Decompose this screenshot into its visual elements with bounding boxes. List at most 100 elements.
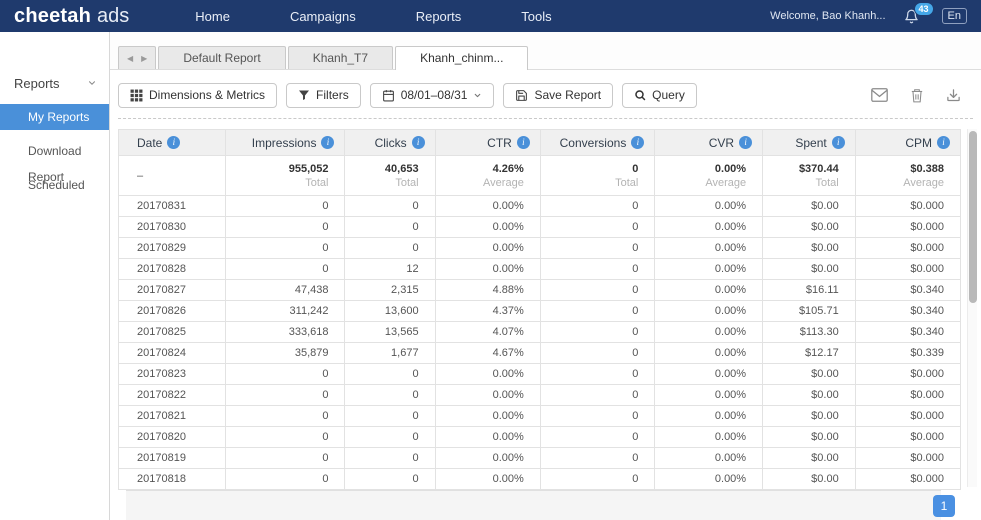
table-row: 20170827 47,438 2,315 4.88% 0 0.00% $16.11 $0.3… (118, 279, 962, 301)
value-cell: 0 (224, 426, 346, 448)
column-header-date: Date i (118, 129, 226, 156)
info-icon[interactable]: i (321, 136, 335, 149)
nav-item-home[interactable]: Home (195, 8, 230, 24)
email-report-button[interactable] (871, 88, 888, 102)
value-cell: $0.000 (854, 426, 962, 448)
tab-khanh-t7[interactable]: Khanh_T7 (287, 46, 394, 69)
save-report-label: Save Report (534, 88, 602, 102)
welcome-user-label[interactable]: Welcome, Bao Khanh... (770, 10, 886, 22)
value-cell: 2,315 (344, 279, 436, 301)
summary-caption: Average (903, 176, 944, 189)
table-row: 20170831 0 0 0.00% 0 0.00% $0.00 $0.000 (118, 195, 962, 217)
notifications-button[interactable]: 43 (904, 2, 934, 26)
value-cell: 0 (344, 195, 436, 217)
tab-default-report[interactable]: Default Report (158, 46, 286, 69)
value-cell: 0.00% (654, 216, 764, 238)
summary-caption: Average (705, 176, 747, 189)
tab-scroll-left-icon[interactable]: ◀ (127, 53, 134, 63)
tab-khanh-chinm[interactable]: Khanh_chinm... (395, 46, 529, 70)
value-cell: 0 (344, 468, 436, 490)
tab-scroll-right-icon[interactable]: ▶ (141, 53, 148, 63)
download-report-button[interactable] (946, 88, 961, 103)
value-cell: 0 (539, 279, 656, 301)
value-cell: 0.00% (654, 258, 764, 280)
column-header-spent: Spent i (762, 129, 856, 156)
value-cell: 0.00% (434, 258, 541, 280)
date-cell: 20170831 (118, 195, 226, 217)
tab-scroll-arrows[interactable]: ◀ ▶ (118, 46, 157, 69)
grid-icon (130, 89, 143, 101)
value-cell: 0 (539, 216, 656, 238)
value-cell: 0 (539, 321, 656, 343)
table-scrollbar-track[interactable] (967, 129, 977, 487)
value-cell: 0 (539, 258, 656, 280)
sidebar-item-scheduled[interactable]: Scheduled (28, 178, 85, 192)
info-icon[interactable]: i (516, 136, 530, 149)
brand-logo[interactable]: cheetah ads (14, 5, 129, 28)
column-header-cvr: CVR i (654, 129, 764, 156)
table-row: 20170829 0 0 0.00% 0 0.00% $0.00 $0.000 (118, 237, 962, 259)
summary-caption: Total (815, 176, 839, 189)
value-cell: 0 (224, 384, 346, 406)
delete-report-button[interactable] (910, 88, 924, 103)
info-icon[interactable]: i (631, 136, 645, 149)
value-cell: 4.07% (434, 321, 541, 343)
nav-item-tools[interactable]: Tools (521, 8, 552, 24)
summary-cell: 4.26% Average (434, 155, 541, 196)
value-cell: $0.000 (854, 237, 962, 259)
value-cell: 0 (539, 468, 656, 490)
nav-item-reports[interactable]: Reports (415, 8, 462, 24)
date-cell: 20170824 (118, 342, 226, 364)
value-cell: 333,618 (224, 321, 346, 343)
sidebar-item-my-reports[interactable]: My Reports (0, 104, 109, 130)
language-selector[interactable]: En (941, 8, 967, 24)
value-cell: $0.00 (762, 216, 856, 238)
query-label: Query (652, 88, 685, 102)
value-cell: 0 (539, 384, 656, 406)
sidebar-group-reports[interactable]: Reports (0, 70, 109, 96)
filters-button[interactable]: Filters (286, 82, 361, 108)
pagination-page-1-button[interactable]: 1 (933, 495, 955, 517)
chevron-down-icon (475, 93, 481, 97)
table-scrollbar-thumb[interactable] (969, 131, 977, 303)
summary-value: 0 (632, 162, 639, 175)
summary-value: $0.388 (910, 162, 944, 175)
sidebar-item-download-report[interactable]: Download Report (28, 144, 82, 184)
summary-cell: 0 Total (539, 155, 656, 196)
value-cell: $105.71 (762, 300, 856, 322)
calendar-icon (382, 89, 394, 101)
info-icon[interactable]: i (739, 136, 753, 149)
value-cell: $16.11 (762, 279, 856, 301)
value-cell: $0.00 (762, 258, 856, 280)
save-report-button[interactable]: Save Report (503, 82, 614, 108)
notification-count-badge: 43 (913, 2, 934, 16)
dimensions-metrics-button[interactable]: Dimensions & Metrics (118, 82, 278, 108)
date-cell: 20170818 (118, 468, 226, 490)
summary-caption: Total (305, 176, 329, 189)
table-row: 20170826 311,242 13,600 4.37% 0 0.00% $105.71 $… (118, 300, 962, 322)
info-icon[interactable]: i (411, 136, 425, 149)
value-cell: 0.00% (434, 216, 541, 238)
table-footer: 1 (126, 490, 955, 520)
info-icon[interactable]: i (937, 136, 950, 149)
query-button[interactable]: Query (622, 82, 697, 108)
value-cell: $0.00 (762, 195, 856, 217)
value-cell: 0 (344, 237, 436, 259)
info-icon[interactable]: i (831, 136, 845, 149)
value-cell: 4.37% (434, 300, 541, 322)
value-cell: 0 (224, 195, 346, 217)
brand-light-text: ads (97, 4, 130, 27)
nav-item-campaigns[interactable]: Campaigns (289, 8, 356, 24)
trash-icon (911, 88, 923, 102)
value-cell: $0.000 (854, 363, 962, 385)
value-cell: 0 (344, 405, 436, 427)
value-cell: $0.00 (762, 468, 856, 490)
date-cell: 20170822 (118, 384, 226, 406)
value-cell: 0.00% (434, 237, 541, 259)
value-cell: 0.00% (654, 384, 764, 406)
value-cell: 0.00% (654, 447, 764, 469)
column-label: Clicks (374, 135, 407, 150)
value-cell: 0.00% (654, 321, 764, 343)
info-icon[interactable]: i (167, 136, 181, 149)
date-range-button[interactable]: 08/01–08/31 (369, 82, 495, 108)
